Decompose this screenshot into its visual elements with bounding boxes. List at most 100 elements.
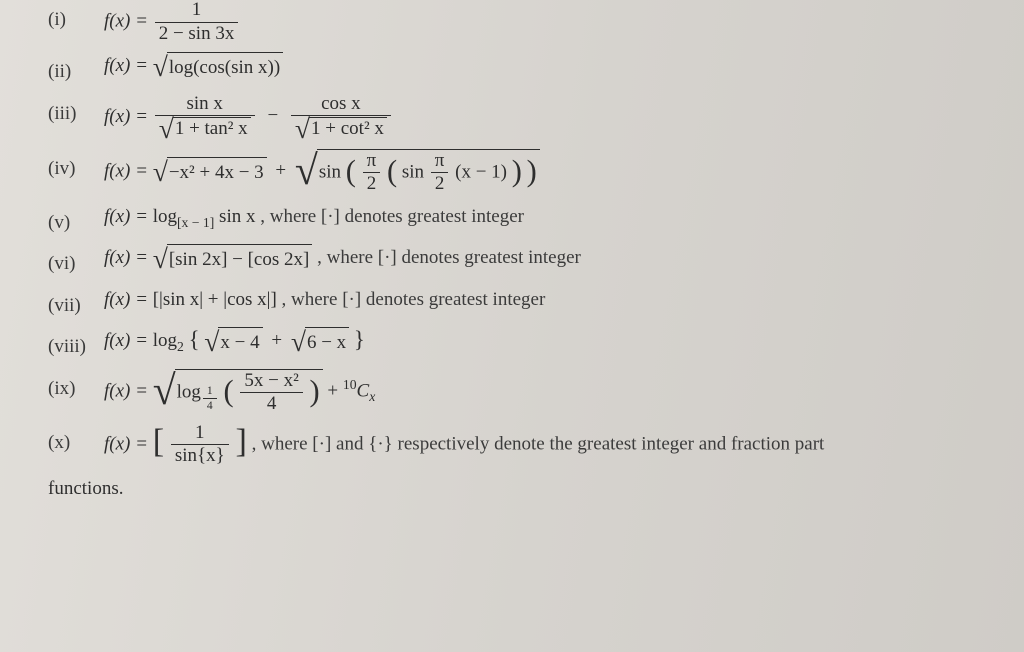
rbracket-icon: ] <box>236 423 247 460</box>
rparen-icon: ) <box>310 374 320 408</box>
radical-sign: √ <box>295 153 318 191</box>
log-arg: sin x <box>219 206 255 227</box>
log-base: 14 <box>201 385 219 413</box>
denominator: √ 1 + cot² x <box>291 115 391 140</box>
denominator: 4 <box>240 392 302 415</box>
item-vi: (vi) f(x) = √ [sin 2x] − [cos 2x] , wher… <box>48 244 996 278</box>
item-label: (ix) <box>48 369 104 403</box>
item-label: (iii) <box>48 94 104 128</box>
lhs: f(x) = <box>104 247 148 268</box>
lhs: f(x) = <box>104 160 148 181</box>
sqrt-a: √ x − 4 <box>204 327 262 357</box>
sqrt-2: √ sin ( π 2 ( sin π 2 <box>295 149 540 195</box>
item-body: f(x) = √ [sin 2x] − [cos 2x] , where [·]… <box>104 244 996 274</box>
lhs: f(x) = <box>104 289 148 310</box>
radicand: 6 − x <box>305 327 349 357</box>
page: (i) f(x) = 1 2 − sin 3x (ii) f(x) = √ lo… <box>0 0 1024 652</box>
term-1: sin x √ 1 + tan² x <box>155 94 255 141</box>
rparen-icon: ) <box>527 154 537 188</box>
note: , where [·] denotes greatest integer <box>317 247 581 268</box>
sqrt: √ 1 + tan² x <box>159 117 251 140</box>
item-v: (v) f(x) = log[x − 1] sin x , where [·] … <box>48 203 996 237</box>
lhs: f(x) = <box>104 380 148 401</box>
sqrt-b: √ 6 − x <box>291 327 349 357</box>
sqrt: √ [sin 2x] − [cos 2x] <box>153 244 313 274</box>
radicand: 1 + tan² x <box>173 117 251 140</box>
denominator: sin{x} <box>171 444 229 467</box>
log: log <box>153 206 177 227</box>
plus: + <box>267 330 286 351</box>
radical-sign: √ <box>291 330 306 353</box>
log: log <box>177 381 201 402</box>
lhs: f(x) = <box>104 10 148 31</box>
lbrace-icon: { <box>189 327 200 352</box>
item-label: (viii) <box>48 327 104 361</box>
denominator: 2 − sin 3x <box>155 22 239 45</box>
radicand: −x² + 4x − 3 <box>167 157 267 187</box>
item-label: (v) <box>48 203 104 237</box>
sqrt: √ 1 + cot² x <box>295 117 387 140</box>
denominator: √ 1 + tan² x <box>155 115 255 140</box>
pi-over-2-a: π 2 <box>363 151 381 195</box>
radicand: sin ( π 2 ( sin π 2 (x − 1) ) <box>317 149 540 195</box>
numerator: 1 <box>171 423 229 445</box>
lparen-icon: ( <box>346 154 356 188</box>
C-letter: C <box>357 380 370 401</box>
item-body: f(x) = sin x √ 1 + tan² x − cos x <box>104 94 996 141</box>
C-super: 10 <box>343 377 357 392</box>
sin: sin <box>319 161 341 182</box>
log-base: 2 <box>177 339 184 354</box>
lparen-icon: ( <box>223 374 233 408</box>
item-i: (i) f(x) = 1 2 − sin 3x <box>48 0 996 44</box>
item-iv: (iv) f(x) = √ −x² + 4x − 3 + √ sin ( π 2 <box>48 149 996 195</box>
item-label: (ii) <box>48 52 104 86</box>
denominator: 2 <box>363 172 381 195</box>
functions-footer: functions. <box>48 475 996 503</box>
lhs: f(x) = <box>104 433 148 454</box>
radicand: 1 + cot² x <box>309 117 387 140</box>
radical-sign: √ <box>159 117 174 140</box>
lhs: f(x) = <box>104 330 148 351</box>
inner-frac: 5x − x² 4 <box>240 371 302 415</box>
x-minus-1: (x − 1) <box>455 161 507 182</box>
lhs: f(x) = <box>104 206 148 227</box>
expr: [|sin x| + |cos x|] <box>153 289 277 310</box>
item-body: f(x) = [|sin x| + |cos x|] , where [·] d… <box>104 286 996 314</box>
radicand: log14 ( 5x − x² 4 ) <box>175 369 323 415</box>
log-base: [x − 1] <box>177 214 214 229</box>
numerator: 5x − x² <box>240 371 302 393</box>
term-2: cos x √ 1 + cot² x <box>291 94 391 141</box>
item-label: (x) <box>48 423 104 457</box>
item-label: (iv) <box>48 149 104 183</box>
pi-over-2-b: π 2 <box>431 151 449 195</box>
item-vii: (vii) f(x) = [|sin x| + |cos x|] , where… <box>48 286 996 320</box>
numerator: π <box>363 151 381 173</box>
radical-sign: √ <box>153 247 168 270</box>
item-label: (i) <box>48 0 104 34</box>
minus: − <box>261 105 284 126</box>
rbrace-icon: } <box>354 327 365 352</box>
item-body: f(x) = log[x − 1] sin x , where [·] deno… <box>104 203 996 233</box>
radical-sign: √ <box>204 330 219 353</box>
lbracket-icon: [ <box>153 423 164 460</box>
item-label: (vi) <box>48 244 104 278</box>
lhs: f(x) = <box>104 105 148 126</box>
numerator: sin x <box>155 94 255 116</box>
item-label: (vii) <box>48 286 104 320</box>
note: , where [·] denotes greatest integer <box>282 289 546 310</box>
radical-sign: √ <box>295 117 310 140</box>
plus: + <box>271 160 290 181</box>
radical-sign: √ <box>153 55 168 78</box>
numerator: π <box>431 151 449 173</box>
item-iii: (iii) f(x) = sin x √ 1 + tan² x − cos x <box>48 94 996 141</box>
numerator: cos x <box>291 94 391 116</box>
outer-sqrt: √ log14 ( 5x − x² 4 ) <box>153 369 323 415</box>
sqrt-1: √ −x² + 4x − 3 <box>153 157 267 187</box>
item-ii: (ii) f(x) = √ log(cos(sin x)) <box>48 52 996 86</box>
exercise-list: (i) f(x) = 1 2 − sin 3x (ii) f(x) = √ lo… <box>48 0 996 467</box>
radicand: x − 4 <box>218 327 262 357</box>
C-sub: x <box>369 389 375 404</box>
rparen-icon: ) <box>512 154 522 188</box>
note: , where [·] denotes greatest integer <box>260 206 524 227</box>
item-body: f(x) = log2 { √ x − 4 + √ 6 − x } <box>104 327 996 357</box>
